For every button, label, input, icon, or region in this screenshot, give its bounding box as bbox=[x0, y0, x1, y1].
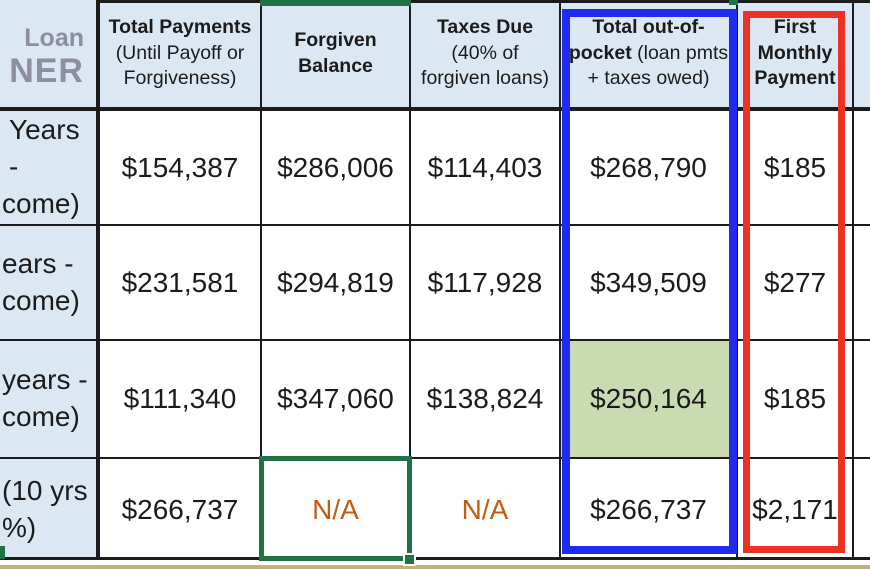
cell-r2-first-monthly-payment[interactable]: $277 bbox=[738, 226, 854, 341]
col-header-extra bbox=[854, 0, 870, 111]
student-loan-planner-logo: Loan NER bbox=[0, 17, 96, 90]
col-header-total-out-of-pocket[interactable]: Total out-of- pocket (loan pmts + taxes … bbox=[561, 0, 738, 111]
row-label-1[interactable]: Years - come) bbox=[0, 111, 100, 226]
cell-r2-forgiven-balance[interactable]: $294,819 bbox=[262, 226, 411, 341]
logo-cell: Loan NER bbox=[0, 0, 100, 111]
cell-r4-first-monthly-payment[interactable]: $2,171 bbox=[738, 459, 854, 560]
cell-r4-forgiven-balance-selected[interactable]: N/A bbox=[262, 459, 411, 560]
cell-r3-total-out-of-pocket-highlighted[interactable]: $250,164 bbox=[561, 341, 738, 459]
header-title: Forgiven bbox=[294, 28, 377, 51]
header-title: Taxes Due bbox=[436, 15, 534, 38]
cell-value: $114,403 bbox=[427, 151, 543, 183]
cell-r1-forgiven-balance[interactable]: $286,006 bbox=[262, 111, 411, 226]
header-title: Total out-of- bbox=[592, 15, 705, 38]
col-header-forgiven-balance[interactable]: Forgiven Balance bbox=[262, 0, 411, 111]
cell-r4-taxes-due[interactable]: N/A bbox=[411, 459, 561, 560]
cell-value: $117,928 bbox=[427, 266, 543, 298]
cell-r1-first-monthly-payment[interactable]: $185 bbox=[738, 111, 854, 226]
cell-r1-total-payments[interactable]: $154,387 bbox=[100, 111, 262, 226]
cell-r4-total-payments[interactable]: $266,737 bbox=[100, 459, 262, 560]
cell-r2-extra[interactable] bbox=[854, 226, 870, 341]
header-title: First bbox=[773, 15, 817, 38]
row-label-line: %) bbox=[2, 511, 37, 543]
header-title-mixed: pocket (loan pmts bbox=[569, 41, 728, 67]
cell-value: $277 bbox=[763, 266, 827, 298]
cell-r1-extra[interactable] bbox=[854, 111, 870, 226]
cell-value: $266,737 bbox=[121, 493, 239, 525]
row-label-line: ears - bbox=[2, 247, 74, 279]
cell-value: $266,737 bbox=[590, 493, 707, 525]
bottom-tan-rule bbox=[0, 565, 870, 569]
cell-r3-total-payments[interactable]: $111,340 bbox=[100, 341, 262, 459]
cell-value: $185 bbox=[763, 383, 827, 414]
cell-r2-total-payments[interactable]: $231,581 bbox=[100, 226, 262, 341]
cell-r2-total-out-of-pocket[interactable]: $349,509 bbox=[561, 226, 738, 341]
header-subtitle: + taxes owed) bbox=[587, 67, 710, 90]
cell-r1-taxes-due[interactable]: $114,403 bbox=[411, 111, 561, 226]
logo-text-line1: Loan bbox=[24, 23, 84, 52]
col-header-taxes-due[interactable]: Taxes Due (40% of forgiven loans) bbox=[411, 0, 561, 111]
cell-r3-taxes-due[interactable]: $138,824 bbox=[411, 341, 561, 459]
cell-r1-total-out-of-pocket[interactable]: $268,790 bbox=[561, 111, 738, 226]
header-subtitle: (loan pmts bbox=[631, 41, 729, 64]
logo-text-line2: NER bbox=[9, 51, 84, 90]
cell-value: $111,340 bbox=[123, 383, 237, 414]
cell-value: $286,006 bbox=[277, 151, 394, 183]
header-title: Monthly bbox=[757, 41, 833, 64]
row-label-2[interactable]: ears - come) bbox=[0, 226, 100, 341]
row-label-3[interactable]: years - come) bbox=[0, 341, 100, 459]
cell-value: $138,824 bbox=[426, 383, 544, 414]
cell-value: $294,819 bbox=[277, 266, 394, 298]
cell-r3-forgiven-balance[interactable]: $347,060 bbox=[262, 341, 411, 459]
header-title: Total Payments bbox=[108, 15, 252, 38]
row-label-line: come) bbox=[2, 401, 80, 432]
row-label-line: come) bbox=[2, 187, 80, 219]
cell-value: N/A bbox=[461, 493, 509, 525]
row-label-line: come) bbox=[2, 284, 80, 316]
row-label-line: (10 yrs bbox=[2, 474, 88, 506]
cell-value: $154,387 bbox=[121, 151, 239, 183]
cell-r4-total-out-of-pocket[interactable]: $266,737 bbox=[561, 459, 738, 560]
header-subtitle: (40% of bbox=[451, 41, 519, 64]
cell-r3-extra[interactable] bbox=[854, 341, 870, 459]
cell-value: $349,509 bbox=[590, 266, 707, 298]
row-label-line: Years - bbox=[9, 114, 80, 183]
cell-value: N/A bbox=[312, 493, 359, 525]
cell-r4-extra[interactable] bbox=[854, 459, 870, 560]
header-title: pocket bbox=[568, 41, 632, 64]
cell-value: $2,171 bbox=[752, 493, 838, 525]
row-label-4[interactable]: (10 yrs %) bbox=[0, 459, 100, 560]
cell-value: $250,164 bbox=[590, 383, 707, 414]
cell-value: $347,060 bbox=[277, 383, 394, 414]
col-header-total-payments[interactable]: Total Payments (Until Payoff or Forgiven… bbox=[100, 0, 262, 111]
cell-r2-taxes-due[interactable]: $117,928 bbox=[411, 226, 561, 341]
cell-value: $268,790 bbox=[590, 151, 707, 183]
col-header-first-monthly-payment[interactable]: First Monthly Payment bbox=[738, 0, 854, 111]
header-title: Balance bbox=[298, 54, 373, 77]
header-title: Payment bbox=[754, 67, 836, 90]
header-subtitle: forgiven loans) bbox=[421, 67, 549, 90]
cell-r3-first-monthly-payment[interactable]: $185 bbox=[738, 341, 854, 459]
cell-value: $231,581 bbox=[121, 266, 239, 298]
header-subtitle: (Until Payoff or bbox=[115, 41, 245, 64]
row-label-line: years - bbox=[2, 364, 88, 396]
header-subtitle: Forgiveness) bbox=[123, 67, 237, 90]
cell-value: $185 bbox=[763, 151, 827, 183]
